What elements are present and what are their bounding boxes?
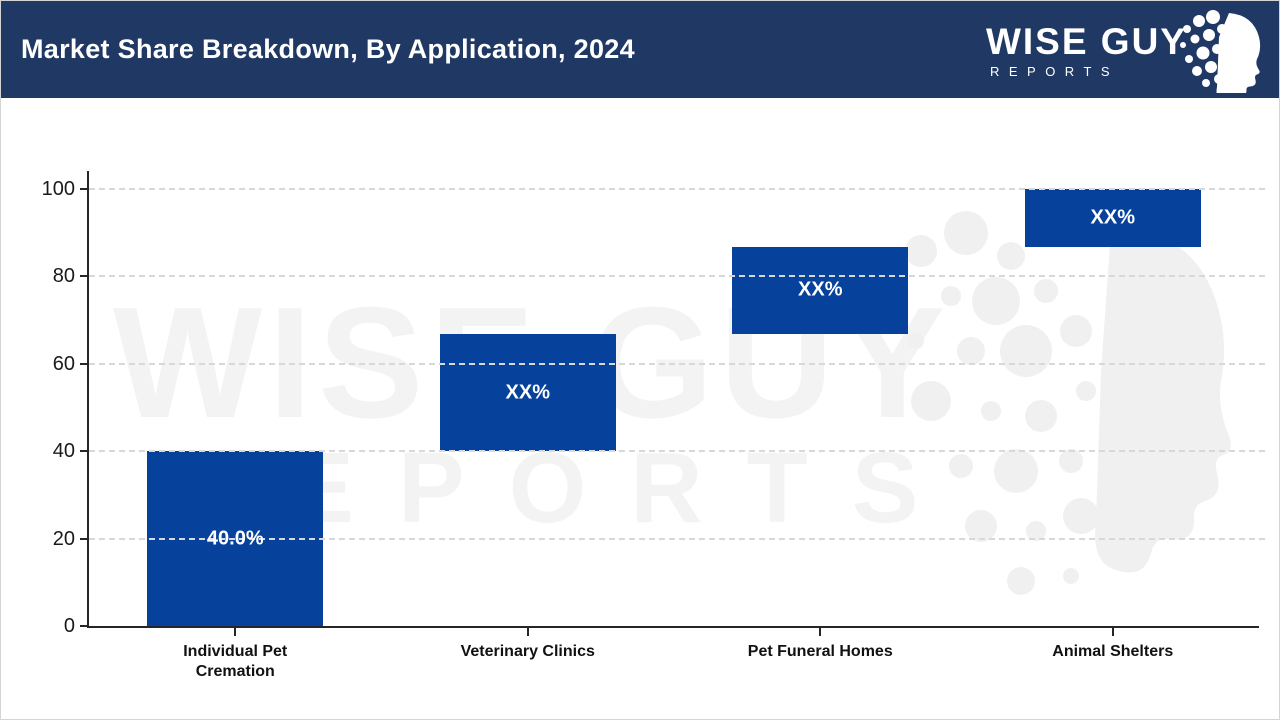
y-tick-40	[80, 450, 87, 452]
page-title: Market Share Breakdown, By Application, …	[21, 34, 635, 64]
x-axis-line	[87, 626, 1259, 628]
bar-animal-shelters	[1024, 188, 1201, 247]
logo-wordmark: WISE GUY	[985, 20, 1187, 62]
logo-text: WISE GUY REPORTS	[985, 20, 1187, 79]
gridline-80	[89, 275, 1265, 277]
x-tick-label-individual-pet-cremation: Individual Pet Cremation	[183, 643, 288, 680]
wise-guy-reports-logo: WISE GUY REPORTS	[986, 7, 1265, 93]
y-tick-label-60: 60	[52, 352, 75, 375]
gridline-100	[89, 187, 1265, 190]
y-tick-100	[80, 187, 87, 190]
y-tick-label-80: 80	[52, 265, 75, 287]
x-tick-label-veterinary-clinics: Veterinary Clinics	[460, 643, 595, 660]
bar-pet-funeral-homes	[732, 246, 909, 335]
x-tick-pet-funeral-homes	[819, 628, 822, 636]
x-tick-animal-shelters	[1111, 628, 1114, 636]
y-tick-label-0: 0	[63, 615, 75, 637]
y-tick-label-100: 100	[41, 177, 75, 200]
x-tick-label-animal-shelters: Animal Shelters	[1052, 643, 1174, 660]
y-tick-0	[80, 625, 87, 627]
x-tick-individual-pet-cremation	[234, 628, 237, 636]
bar-veterinary-clinics	[439, 334, 616, 451]
bar-value-label-animal-shelters: XX%	[1090, 206, 1135, 229]
header-bar: Market Share Breakdown, By Application, …	[1, 1, 1279, 98]
y-tick-label-20: 20	[52, 527, 75, 550]
y-tick-80	[80, 275, 87, 277]
gridline-60	[89, 362, 1265, 365]
y-axis-line	[87, 171, 89, 628]
gridline-20	[89, 537, 1265, 540]
bar-value-label-individual-pet-cremation: 40.0%	[206, 527, 264, 549]
x-tick-label-pet-funeral-homes: Pet Funeral Homes	[747, 643, 893, 660]
y-tick-20	[80, 537, 87, 540]
x-tick-veterinary-clinics	[526, 628, 529, 636]
logo-head-icon	[1180, 10, 1261, 93]
bar-value-label-veterinary-clinics: XX%	[505, 381, 550, 404]
plot-area: 40.0% Individual Pet Cremation XX% Veterina…	[1, 98, 1279, 719]
bar-value-label-pet-funeral-homes: XX%	[798, 278, 843, 301]
gridline-40	[89, 450, 1265, 452]
y-tick-label-40: 40	[52, 440, 75, 462]
y-tick-60	[80, 362, 87, 365]
logo-subtitle: REPORTS	[989, 63, 1120, 79]
